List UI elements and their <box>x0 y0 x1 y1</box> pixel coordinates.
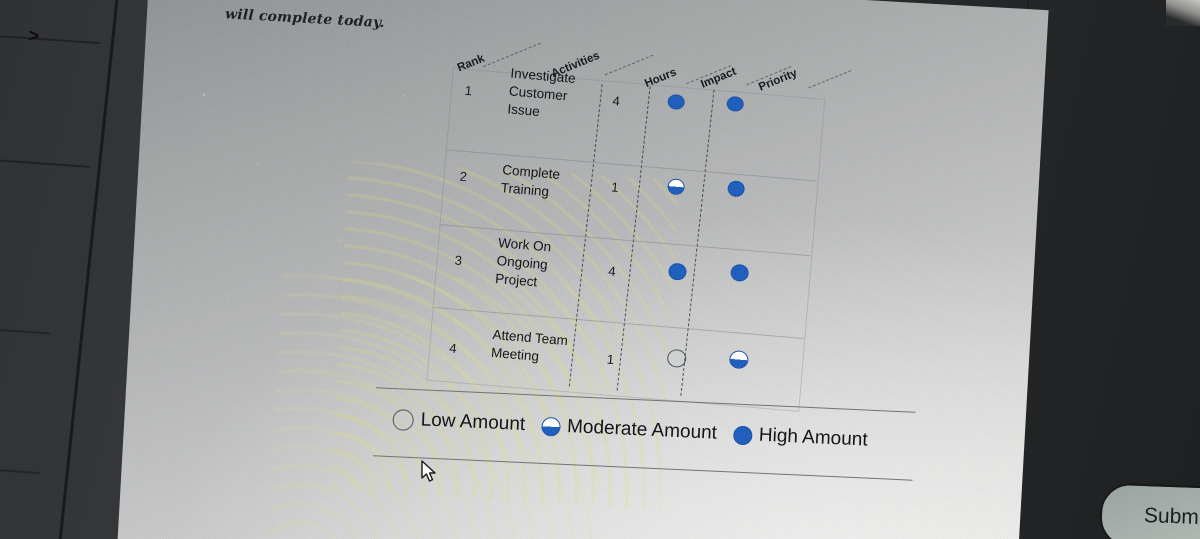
cell-activity: Investigate Customer Issue <box>506 65 577 119</box>
cell-impact-indicator <box>667 262 688 285</box>
back-chevron-icon[interactable]: > <box>27 25 41 48</box>
intro-text: will complete today. <box>224 6 386 32</box>
low-amount-icon <box>392 408 415 431</box>
header-rule <box>483 42 541 68</box>
cell-hours: 1 <box>610 179 620 195</box>
bezel-seam <box>0 467 40 475</box>
legend-item-low: Low Amount <box>392 408 526 436</box>
cell-rank: 2 <box>459 168 468 185</box>
mouse-cursor-icon <box>421 460 436 482</box>
cell-priority-indicator <box>729 263 750 287</box>
cell-hours: 4 <box>607 263 617 279</box>
cell-rank: 3 <box>454 252 463 269</box>
cell-impact-indicator <box>666 178 686 200</box>
document-page: will complete today. Rank Activities Hou… <box>114 0 1049 539</box>
cell-priority-indicator <box>728 349 750 375</box>
bezel-seam <box>52 0 123 539</box>
submit-button[interactable]: Submit <box>1098 482 1200 539</box>
cell-impact-indicator <box>667 93 686 115</box>
header-rule <box>604 54 654 76</box>
legend-item-high: High Amount <box>732 424 868 452</box>
cell-priority-indicator <box>726 95 745 117</box>
header-rule <box>808 70 852 89</box>
legend-divider-bottom <box>372 455 913 481</box>
legend-label-low: Low Amount <box>420 409 526 436</box>
cell-activity: Work On Ongoing Project <box>494 235 552 290</box>
cell-hours: 4 <box>611 93 621 109</box>
legend-label-moderate: Moderate Amount <box>566 415 718 444</box>
high-amount-icon <box>732 425 753 445</box>
bezel-seam <box>0 158 90 168</box>
screen-glint <box>1166 0 1200 26</box>
cell-rank: 1 <box>464 82 473 99</box>
legend: Low Amount Moderate Amount High Amount <box>372 381 946 493</box>
moderate-amount-icon <box>540 416 561 437</box>
legend-label-high: High Amount <box>758 424 869 451</box>
submit-button-label: Submit <box>1143 504 1200 530</box>
cell-hours: 1 <box>606 351 615 368</box>
legend-item-moderate: Moderate Amount <box>540 415 718 445</box>
cell-priority-indicator <box>727 180 746 202</box>
bezel-seam <box>0 327 50 335</box>
bezel-seam <box>0 33 100 45</box>
cell-impact-indicator <box>666 348 687 374</box>
cell-rank: 4 <box>448 340 458 356</box>
